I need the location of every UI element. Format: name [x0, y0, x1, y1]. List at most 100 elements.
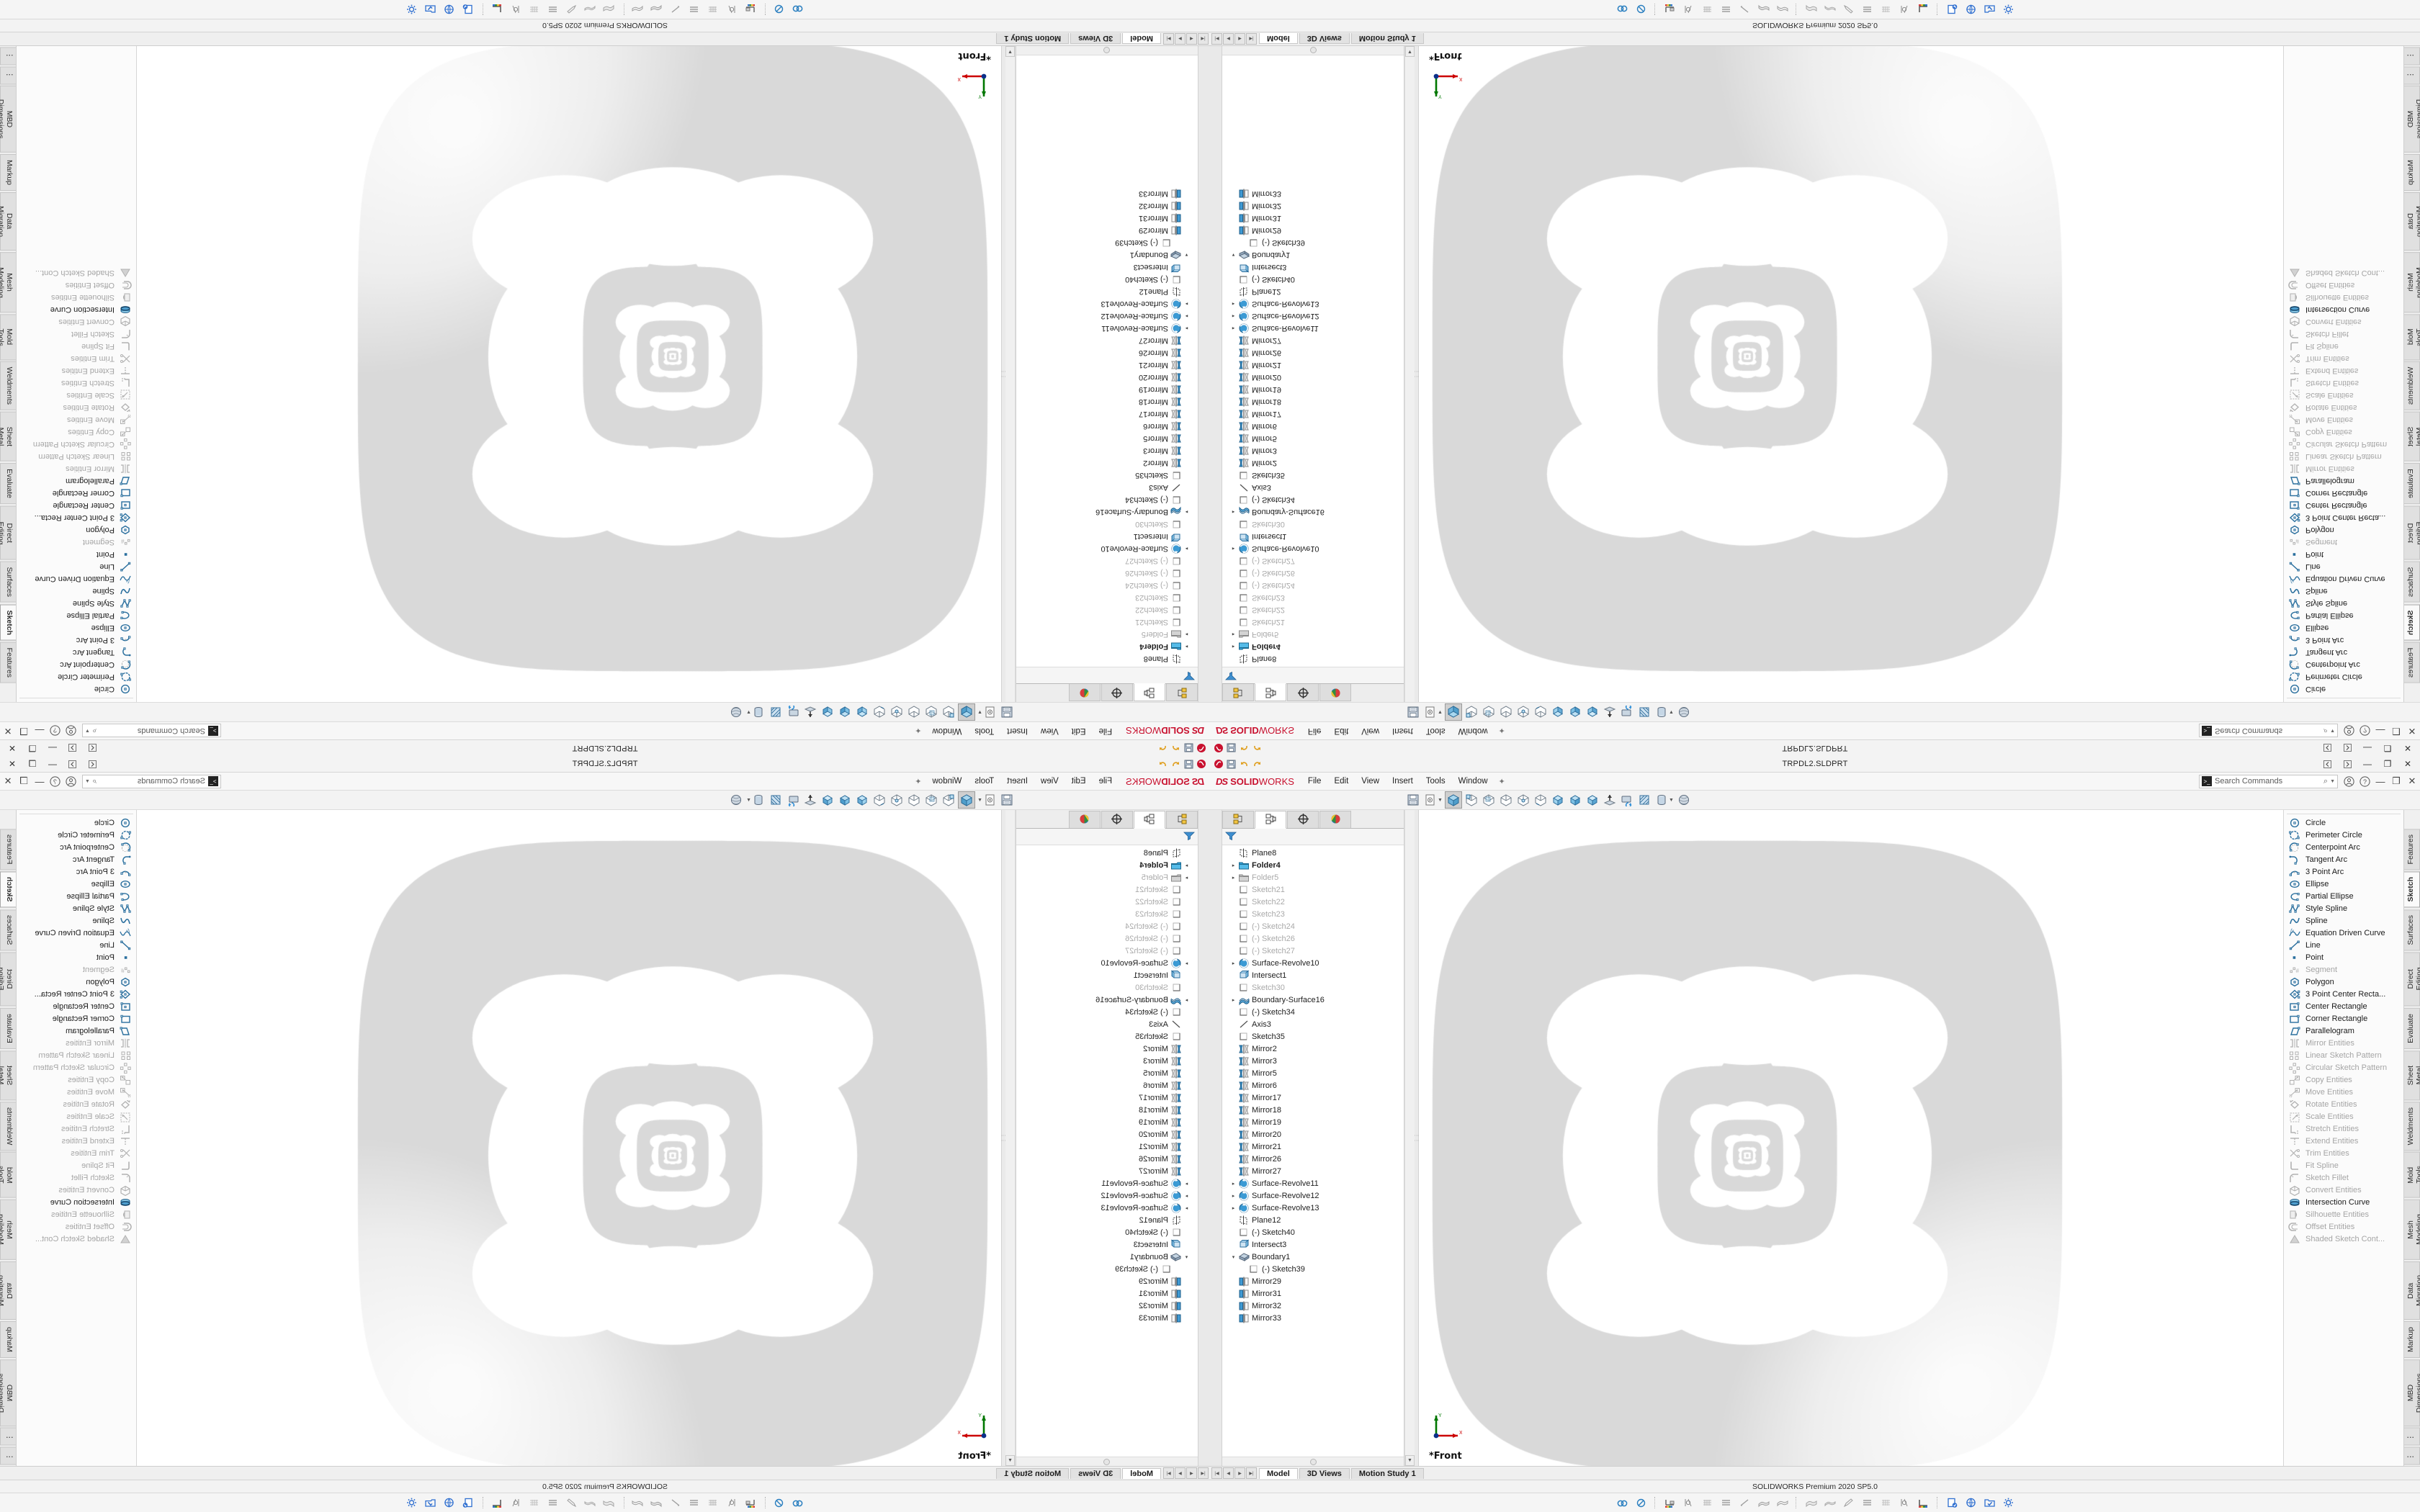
command-tab-direct-editing[interactable]: Direct Editing	[2404, 952, 2420, 1007]
list-2-icon[interactable]	[1859, 1, 1875, 17]
feature-tree-node[interactable]: (-) Sketch39	[1016, 1263, 1198, 1275]
sketch-menu-item-3-point-center-recta[interactable]: 3 Point Center Recta...	[2284, 988, 2403, 1000]
scrollbar-grip[interactable]	[1309, 1458, 1317, 1465]
feature-tree-node[interactable]: ▸ Surface-Revolve11	[1222, 323, 1404, 335]
feature-tree-node[interactable]: Intersect3	[1016, 261, 1198, 274]
feature-tree-node[interactable]: Intersect1	[1222, 531, 1404, 543]
sketch-menu-item-intersection-curve[interactable]: Intersection Curve	[17, 1196, 136, 1208]
pencil-icon[interactable]	[1840, 1495, 1856, 1511]
sketch-menu-item-parallelogram[interactable]: Parallelogram	[17, 1025, 136, 1037]
restore-app-icon[interactable]: ❐	[19, 775, 28, 786]
chevron-right-icon[interactable]: ▸	[1232, 301, 1235, 307]
print-button[interactable]	[1422, 792, 1438, 808]
sketch-menu-item-polygon[interactable]: Polygon	[2284, 524, 2403, 536]
feature-tree-node[interactable]: Mirror5	[1222, 433, 1404, 445]
tab-nav-button-2[interactable]: ▶	[1234, 1467, 1245, 1479]
feature-tree-node[interactable]: Mirror18	[1222, 1104, 1404, 1116]
feature-tree-node[interactable]: Sketch21	[1222, 616, 1404, 629]
feature-tree-node[interactable]: Mirror17	[1016, 408, 1198, 420]
command-tab-surfaces[interactable]: Surfaces	[0, 561, 16, 603]
sketch-menu-item-style-spline[interactable]: Style Spline	[2284, 598, 2403, 610]
feature-tree-node[interactable]: (-) Sketch39	[1222, 1263, 1404, 1275]
feature-tree-node[interactable]: Mirror29	[1016, 225, 1198, 237]
display-style-button[interactable]	[1567, 792, 1583, 808]
document-tab-3d-views[interactable]: 3D Views	[1070, 33, 1121, 45]
tab-nav-button-1[interactable]: ◀	[1223, 1467, 1234, 1479]
sketch-menu-item-centerpoint-arc[interactable]: Centerpoint Arc	[17, 659, 136, 671]
graphics-area[interactable]: X Y *Front	[137, 810, 1001, 1466]
feature-tree-node[interactable]: Plane8	[1016, 653, 1198, 665]
search-commands-input[interactable]: >_ Search Commands ⌕ ▼	[2199, 774, 2338, 788]
sketch-menu-item-partial-ellipse[interactable]: Partial Ellipse	[2284, 890, 2403, 902]
redo-icon[interactable]	[1252, 743, 1263, 754]
feature-tree-node[interactable]: Mirror31	[1222, 212, 1404, 225]
close-button[interactable]: ✕	[8, 759, 17, 769]
feature-tree[interactable]: Plane8 ▸ Folder4 ▸ Folder5 Sketch21 Sketch22 Sk…	[1016, 55, 1198, 667]
feature-tree-node[interactable]: Mirror21	[1016, 359, 1198, 372]
feature-tree-vscrollbar[interactable]: ▼	[1005, 810, 1016, 1466]
feature-tree-node[interactable]: ▸ Folder5	[1222, 871, 1404, 883]
previous-view-button[interactable]	[871, 704, 887, 720]
sketch-menu-item-intersection-curve[interactable]: Intersection Curve	[2284, 1196, 2403, 1208]
chevron-right-icon[interactable]: ▸	[1185, 1205, 1188, 1211]
sketch-menu-item-polygon[interactable]: Polygon	[17, 524, 136, 536]
property-manager-tab[interactable]	[1134, 811, 1165, 829]
view-settings-button[interactable]	[1619, 792, 1635, 808]
feature-tree-node[interactable]: Sketch35	[1016, 469, 1198, 482]
list-icon[interactable]	[686, 1, 702, 17]
sketch-menu-item-circle[interactable]: Circle	[17, 816, 136, 829]
chevron-right-icon[interactable]: ▸	[1185, 631, 1188, 637]
doc-globe-icon[interactable]	[1963, 1495, 1978, 1511]
tab-nav-button-1[interactable]: ◀	[1186, 33, 1197, 45]
zoom-to-fit-button[interactable]	[958, 791, 976, 809]
command-tab-sheet-metal[interactable]: Sheet Metal	[0, 1050, 16, 1101]
feature-manager-tab[interactable]	[1166, 684, 1198, 701]
line-tool-icon[interactable]	[668, 1495, 684, 1511]
feature-tree-node[interactable]: ▸ Surface-Revolve13	[1222, 1202, 1404, 1214]
edit-appearance-button[interactable]	[1654, 704, 1670, 720]
menu-item-window[interactable]: Window	[1458, 726, 1488, 735]
feature-tree-node[interactable]: Axis3	[1222, 482, 1404, 494]
tab-nav-button-0[interactable]: |◀	[1198, 1467, 1209, 1479]
feature-tree-node[interactable]: Mirror20	[1016, 372, 1198, 384]
surface-c-icon[interactable]	[601, 1495, 617, 1511]
close-button[interactable]: ✕	[8, 743, 17, 753]
feature-tree-node[interactable]: (-) Sketch24	[1016, 580, 1198, 592]
grid-icon[interactable]	[705, 1, 721, 17]
document-tab-model[interactable]: Model	[1122, 1467, 1161, 1479]
surface-c-icon[interactable]	[1803, 1, 1819, 17]
feature-tree-node[interactable]: (-) Sketch39	[1222, 237, 1404, 249]
doc-check-icon[interactable]	[1944, 1, 1960, 17]
feature-tree-node[interactable]: Plane12	[1222, 286, 1404, 298]
chevron-right-icon[interactable]: ▸	[1232, 644, 1235, 649]
surface-a-icon[interactable]	[1755, 1495, 1771, 1511]
feature-tree-node[interactable]: ▸ Surface-Revolve13	[1222, 298, 1404, 310]
feature-tree-node[interactable]: Mirror5	[1222, 1067, 1404, 1079]
feature-tree-node[interactable]: ▸ Surface-Revolve12	[1222, 310, 1404, 323]
feature-tree-node[interactable]: Mirror33	[1016, 1312, 1198, 1324]
display-style-button[interactable]	[837, 704, 853, 720]
folder-check-icon[interactable]	[1981, 1, 1997, 17]
feature-tree-node[interactable]: (-) Sketch40	[1222, 274, 1404, 286]
feature-tree-hscrollbar[interactable]	[1222, 46, 1404, 55]
grid-2-icon[interactable]	[526, 1495, 542, 1511]
surface-a-icon[interactable]	[649, 1, 665, 17]
feature-tree-node[interactable]: (-) Sketch40	[1016, 274, 1198, 286]
feature-tree-node[interactable]: Mirror29	[1222, 1275, 1404, 1287]
sketch-menu-item-corner-rectangle[interactable]: Corner Rectangle	[17, 1012, 136, 1025]
feature-tree-node[interactable]: Mirror19	[1016, 1116, 1198, 1128]
list-2-icon[interactable]	[1859, 1495, 1875, 1511]
sketch-menu-item-centerpoint-arc[interactable]: Centerpoint Arc	[2284, 841, 2403, 853]
left-command-rail[interactable]	[1210, 810, 1222, 1466]
feature-tree-node[interactable]: Mirror2	[1222, 457, 1404, 469]
command-tab-mbd-dimensions[interactable]: MBD Dimensions	[2404, 1359, 2420, 1427]
next-doc-button[interactable]	[2338, 757, 2357, 771]
chevron-right-icon[interactable]: ▸	[1232, 509, 1235, 515]
command-tab-sheet-metal[interactable]: Sheet Metal	[0, 411, 16, 462]
command-tab-markup[interactable]: Markup	[0, 154, 16, 192]
minimize-app-icon[interactable]: —	[2375, 775, 2385, 787]
previous-view-button[interactable]	[1533, 792, 1549, 808]
grid-icon[interactable]	[1699, 1, 1715, 17]
sketch-menu-item-line[interactable]: Line	[2284, 939, 2403, 951]
measure-icon[interactable]	[724, 1495, 740, 1511]
